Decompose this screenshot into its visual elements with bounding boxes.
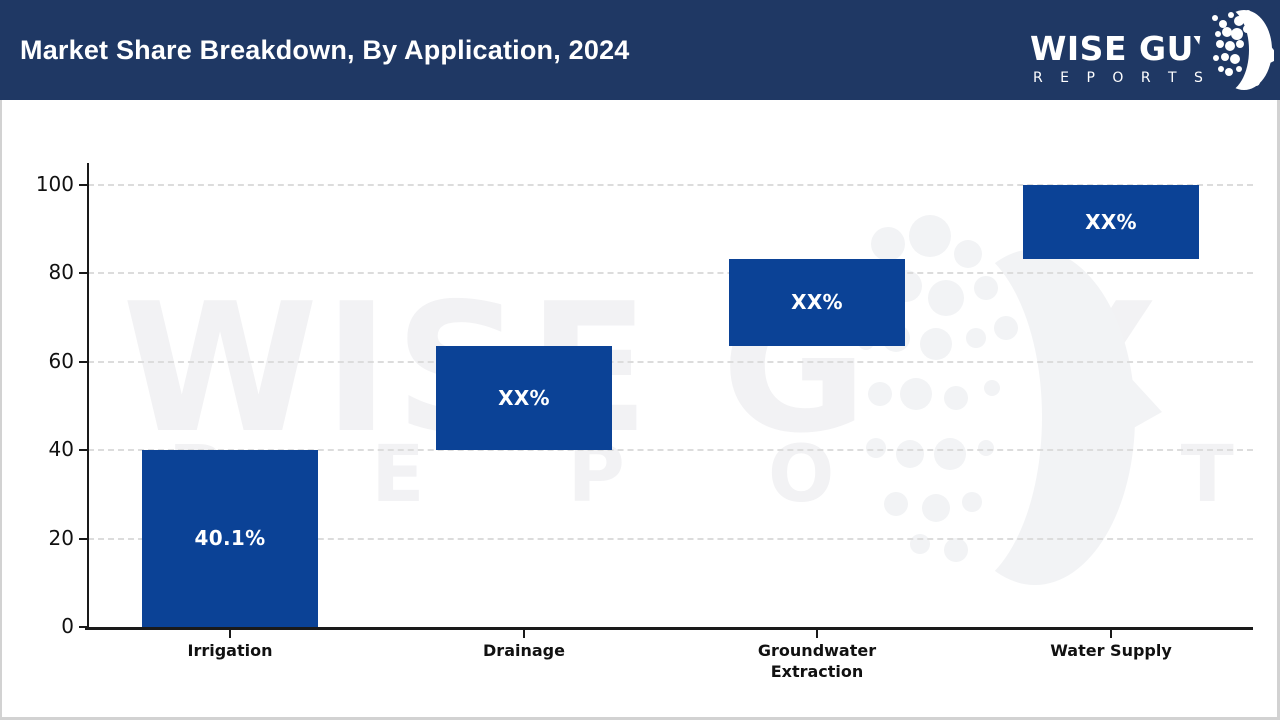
category-label-drainage: Drainage (483, 641, 565, 660)
bar-groundwater-extraction: XX% (729, 258, 905, 346)
y-tick-0 (79, 626, 87, 628)
x-tick-3 (816, 630, 818, 638)
y-tick-20 (79, 537, 87, 540)
chart-title: Market Share Breakdown, By Application, … (20, 34, 630, 65)
gridline-60 (88, 360, 1253, 363)
bar-drainage: XX% (436, 345, 612, 450)
logo-brand-text: WISE GUY (1030, 29, 1219, 68)
right-border (1277, 100, 1280, 720)
footer-strip (0, 717, 1280, 720)
gridline-80 (88, 272, 1253, 275)
gridline-40 (88, 449, 1253, 452)
x-tick-2 (523, 630, 525, 638)
bar-water-supply: XX% (1023, 185, 1199, 259)
y-tick-40 (79, 449, 87, 452)
x-tick-1 (229, 630, 231, 638)
y-tick-label-80: 80 (48, 260, 74, 285)
gridline-20 (88, 537, 1253, 540)
gridline-100 (88, 184, 1253, 186)
y-tick-label-20: 20 (48, 525, 74, 550)
y-tick-80 (79, 272, 87, 275)
category-label-water-supply: Water Supply (1050, 641, 1172, 660)
x-tick-4 (1110, 630, 1112, 638)
bar-value-label: 40.1% (194, 526, 266, 551)
category-label-groundwater-extraction: Groundwater Extraction (757, 641, 877, 681)
bar-irrigation: 40.1% (142, 449, 318, 627)
y-tick-100 (79, 184, 87, 186)
logo-head-icon (1199, 7, 1274, 93)
y-tick-label-100: 100 (35, 172, 74, 196)
header-bar: Market Share Breakdown, By Application, … (0, 0, 1280, 100)
bar-value-label: XX% (498, 385, 550, 410)
y-tick-label-60: 60 (48, 348, 74, 373)
bar-value-label: XX% (1085, 209, 1137, 234)
x-axis-line (85, 627, 1253, 630)
wise-guy-reports-logo: WISE GUY R E P O R T S (1030, 7, 1274, 93)
category-label-irrigation: Irrigation (187, 641, 273, 660)
y-tick-label-0: 0 (61, 614, 74, 638)
logo-reports-text: R E P O R T S (1033, 70, 1209, 86)
y-axis-line (87, 163, 89, 629)
left-border (0, 100, 2, 720)
y-tick-label-40: 40 (48, 437, 74, 462)
y-tick-60 (79, 360, 87, 363)
bar-value-label: XX% (791, 290, 843, 315)
